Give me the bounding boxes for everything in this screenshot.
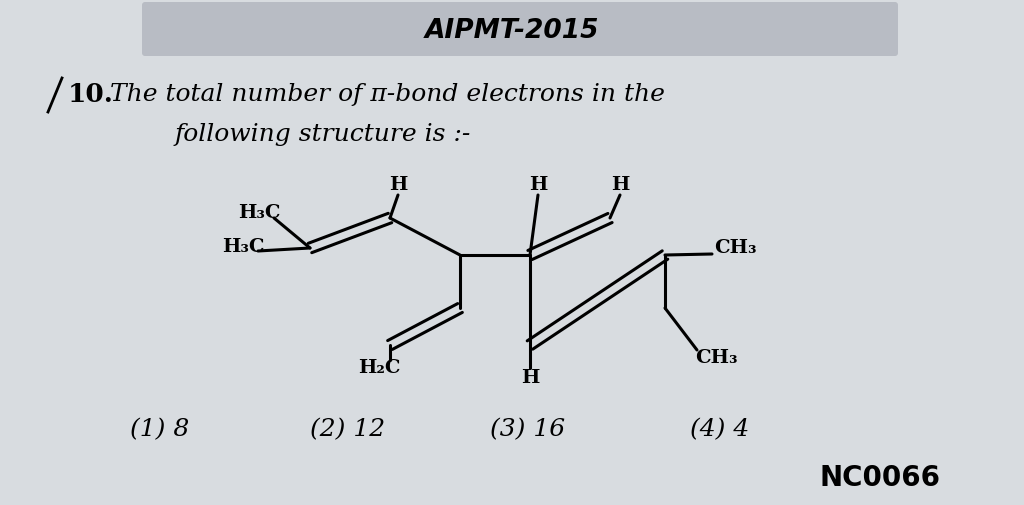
Text: H: H [521, 369, 540, 387]
Text: H: H [610, 176, 629, 194]
FancyBboxPatch shape [142, 2, 898, 56]
Text: (4) 4: (4) 4 [690, 419, 750, 441]
Text: The total number of π-bond electrons in the: The total number of π-bond electrons in … [110, 83, 665, 107]
Text: following structure is :-: following structure is :- [175, 124, 471, 146]
Text: (2) 12: (2) 12 [310, 419, 385, 441]
Text: CH₃: CH₃ [714, 239, 757, 257]
Text: CH₃: CH₃ [695, 349, 737, 367]
Text: H₃C: H₃C [238, 204, 281, 222]
Text: NC0066: NC0066 [820, 464, 941, 492]
Text: (3) 16: (3) 16 [490, 419, 565, 441]
Text: H₃C: H₃C [222, 238, 264, 256]
Text: H: H [528, 176, 547, 194]
Text: AIPMT-2015: AIPMT-2015 [425, 18, 599, 44]
Text: 10.: 10. [68, 82, 114, 108]
Text: H₂C: H₂C [358, 359, 400, 377]
Text: (1) 8: (1) 8 [130, 419, 189, 441]
Text: H: H [389, 176, 408, 194]
